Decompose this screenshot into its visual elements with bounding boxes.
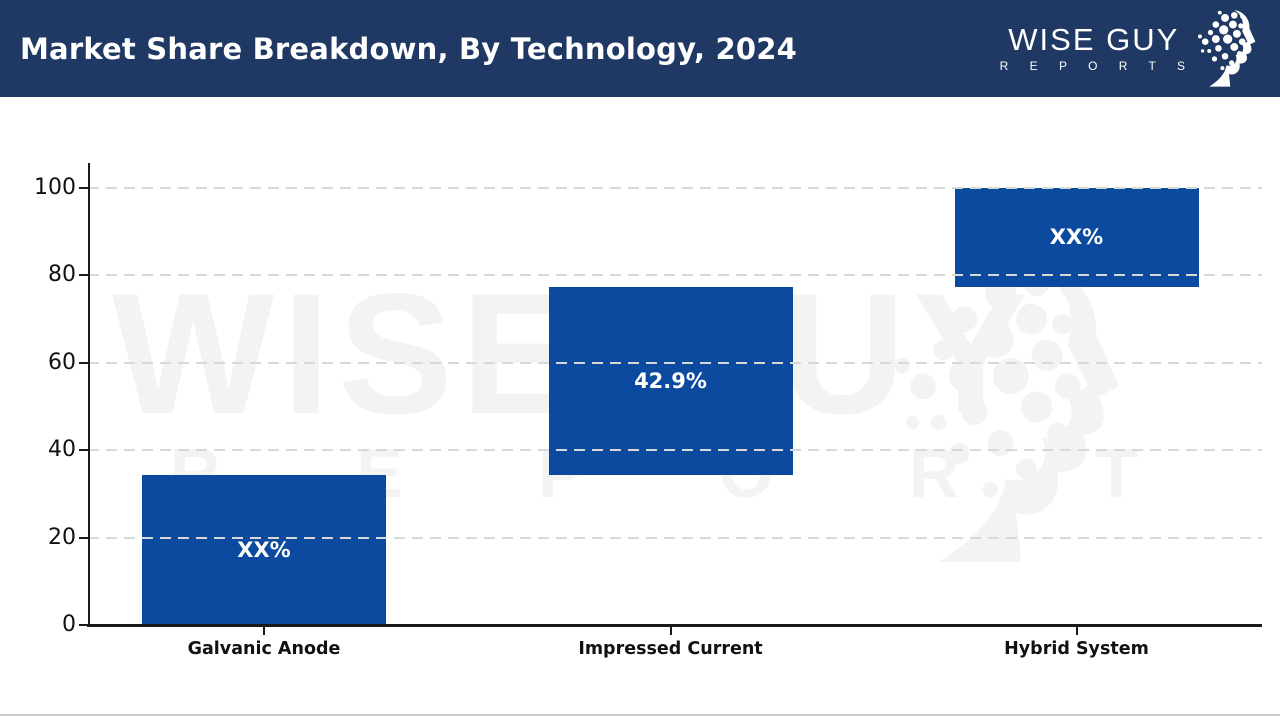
y-tick-label-0: 0: [62, 612, 76, 637]
y-tick-label-100: 100: [34, 174, 76, 200]
wise-guy-reports-logo: WISE GUY R E P O R T S: [994, 7, 1262, 91]
y-tick-label-60: 60: [48, 349, 76, 375]
x-tick-label-1: Impressed Current: [578, 639, 763, 659]
grid-line-60: [88, 361, 1262, 364]
y-tick-label-20: 20: [48, 524, 76, 550]
bar-value-label: XX%: [237, 537, 291, 562]
x-tick-mark-0: [263, 626, 265, 635]
x-tick-label-0: Galvanic Anode: [187, 639, 341, 659]
grid-line-80: [88, 274, 1262, 276]
grid-line-100: [88, 186, 1262, 189]
header-band: Market Share Breakdown, By Technology, 2…: [0, 0, 1280, 97]
y-tick-mark-40: [79, 449, 88, 451]
bar-galvanic-anode: XX%: [142, 474, 386, 625]
dotted-head-profile-icon: [1196, 7, 1262, 91]
grid-line-40: [88, 449, 1262, 451]
chart-title: Market Share Breakdown, By Technology, 2…: [20, 31, 798, 66]
y-tick-label-80: 80: [48, 262, 76, 287]
y-tick-mark-100: [79, 186, 88, 189]
y-axis-line: [88, 163, 90, 627]
x-tick-label-2: Hybrid System: [1004, 639, 1149, 659]
y-tick-label-40: 40: [48, 437, 76, 462]
y-tick-mark-80: [79, 274, 88, 276]
grid-line-20: [88, 536, 1262, 539]
x-tick-mark-2: [1075, 626, 1078, 635]
x-axis-line: [87, 624, 1262, 627]
watermark-head-profile-icon: [856, 252, 1176, 566]
y-tick-mark-60: [79, 361, 88, 364]
bar-impressed-current: 42.9%: [548, 287, 793, 475]
bottom-divider: [0, 714, 1280, 716]
bar-value-label: XX%: [1049, 225, 1104, 250]
bar-hybrid-system: XX%: [954, 187, 1199, 288]
y-tick-mark-0: [79, 624, 88, 626]
logo-wordmark: WISE GUY R E P O R T S: [994, 24, 1194, 73]
y-tick-mark-20: [79, 536, 88, 539]
x-tick-mark-1: [669, 626, 672, 635]
logo-line2: R E P O R T S: [999, 58, 1194, 73]
logo-line1: WISE GUY: [1008, 22, 1180, 58]
bar-value-label: 42.9%: [634, 369, 707, 394]
